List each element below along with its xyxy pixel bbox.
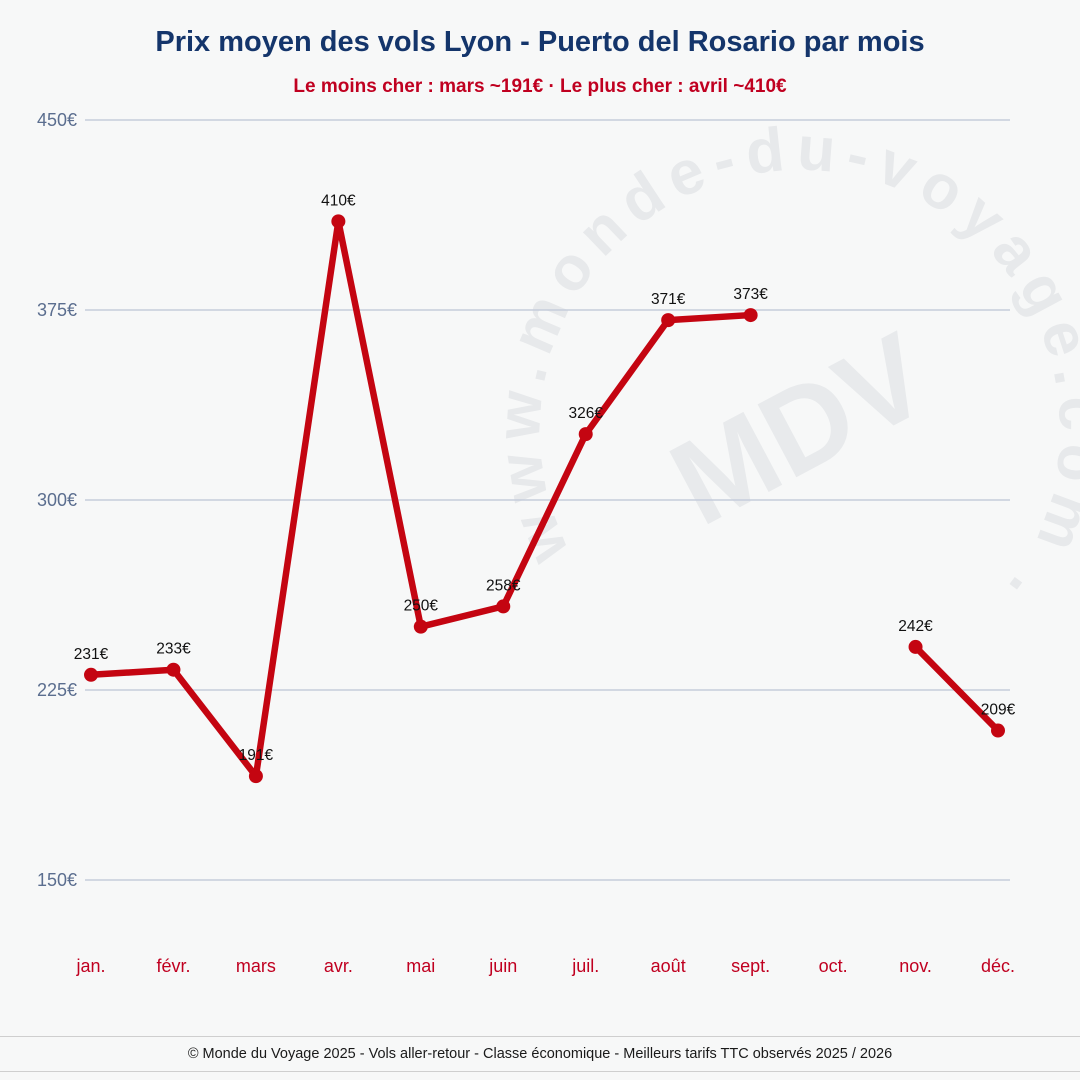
data-point-juil. xyxy=(578,427,593,442)
data-point-déc. xyxy=(991,723,1005,738)
gridlines xyxy=(85,119,1010,881)
chart-title: Prix moyen des vols Lyon - Puerto del Ro… xyxy=(155,26,925,58)
x-tick-label-3: mars xyxy=(236,956,276,976)
y-tick-label: 300€ xyxy=(37,490,77,510)
value-label-jan.: 231€ xyxy=(74,646,109,663)
x-tick-label-9: sept. xyxy=(731,956,770,976)
data-point-jan. xyxy=(84,667,98,682)
value-label-juin: 258€ xyxy=(486,577,521,594)
y-tick-label: 450€ xyxy=(37,110,77,130)
value-label-mai: 250€ xyxy=(404,598,439,615)
x-tick-label-5: mai xyxy=(406,956,435,976)
data-point-août xyxy=(661,313,676,328)
chart-subtitle: Le moins cher : mars ~191€ · Le plus che… xyxy=(293,76,787,97)
data-point-mai xyxy=(413,619,428,634)
x-tick-label-7: juil. xyxy=(571,956,599,976)
y-tick-label: 150€ xyxy=(37,870,77,890)
x-axis-labels: jan. févr. mars avr. mai juin juil. août sept. oc… xyxy=(75,956,1015,976)
value-label-févr.: 233€ xyxy=(156,641,191,658)
data-point-juin xyxy=(496,599,511,614)
x-tick-label-10: oct. xyxy=(819,956,848,976)
data-point-avr. xyxy=(331,214,346,229)
value-label-sept.: 373€ xyxy=(733,286,768,303)
value-label-nov.: 242€ xyxy=(898,618,933,635)
line-segment xyxy=(912,643,1002,734)
data-point-nov. xyxy=(908,639,923,654)
footer-credit: © Monde du Voyage 2025 - Vols aller-reto… xyxy=(0,1036,1080,1072)
value-label-déc.: 209€ xyxy=(981,702,1016,719)
value-label-mars: 191€ xyxy=(239,747,274,764)
x-tick-label-8: août xyxy=(651,956,686,976)
x-tick-label-1: jan. xyxy=(75,956,105,976)
y-axis-labels: 150€ 225€ 300€ 375€ 450€ xyxy=(37,110,77,890)
data-point-févr. xyxy=(166,662,181,677)
x-tick-label-2: févr. xyxy=(156,956,190,976)
x-tick-label-4: avr. xyxy=(324,956,353,976)
y-tick-label: 225€ xyxy=(37,680,77,700)
x-tick-label-11: nov. xyxy=(899,956,932,976)
point-value-labels: 231€ 233€ 191€ 410€ 250€ 258€ 326€ 371€ 373€ 242€… xyxy=(74,192,1016,764)
x-tick-label-6: juin xyxy=(488,956,517,976)
value-label-avr.: 410€ xyxy=(321,192,356,209)
value-label-août: 371€ xyxy=(651,291,686,308)
x-tick-label-12: déc. xyxy=(981,956,1015,976)
price-points xyxy=(84,214,1005,784)
y-tick-label: 375€ xyxy=(37,300,77,320)
data-point-mars xyxy=(248,769,263,784)
data-point-sept. xyxy=(743,308,758,323)
watermark-center-text: MDV xyxy=(650,307,948,551)
value-label-juil.: 326€ xyxy=(568,405,603,422)
